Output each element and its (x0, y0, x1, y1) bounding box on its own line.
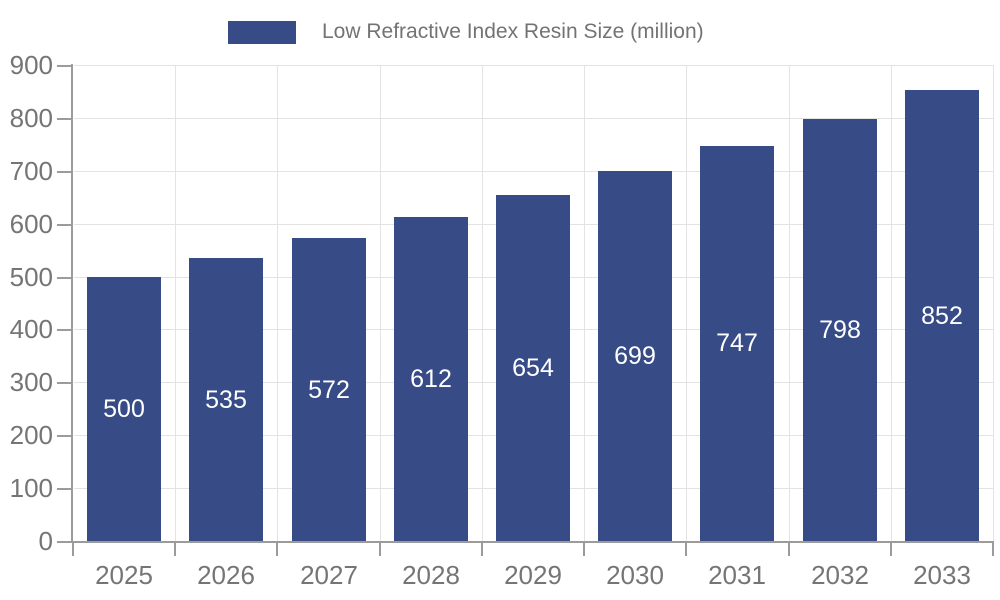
gridline-v (891, 65, 892, 541)
bar[interactable] (292, 238, 366, 541)
legend-swatch (228, 20, 296, 44)
x-tick-label: 2025 (95, 560, 153, 590)
gridline-v (789, 65, 790, 541)
bar-value-label: 654 (512, 354, 554, 382)
x-tick-label: 2029 (504, 560, 562, 590)
bar-value-label: 852 (921, 302, 963, 330)
bar-value-label: 572 (308, 376, 350, 404)
y-tick-label: 100 (9, 473, 53, 503)
bar-value-label: 747 (716, 329, 758, 357)
bar[interactable] (598, 171, 672, 541)
y-tick (57, 118, 71, 120)
y-tick-label: 900 (9, 50, 53, 80)
y-tick-label: 700 (9, 156, 53, 186)
legend[interactable]: Low Refractive Index Resin Size (million… (228, 20, 704, 44)
x-tick (174, 543, 176, 556)
y-tick (57, 382, 71, 384)
y-tick (57, 541, 71, 543)
y-tick-label: 400 (9, 314, 53, 344)
x-tick (583, 543, 585, 556)
gridline-h (74, 118, 993, 119)
x-tick (890, 543, 892, 556)
bar-value-label: 699 (614, 342, 656, 370)
gridline-v (686, 65, 687, 541)
bar[interactable] (189, 258, 263, 541)
bar-value-label: 798 (819, 316, 861, 344)
y-tick-label: 500 (9, 262, 53, 292)
y-tick-label: 600 (9, 209, 53, 239)
x-tick (379, 543, 381, 556)
bar[interactable] (87, 277, 161, 541)
y-tick (57, 435, 71, 437)
y-tick (57, 171, 71, 173)
y-tick (57, 488, 71, 490)
gridline-h (74, 65, 993, 66)
gridline-v (584, 65, 585, 541)
legend-label: Low Refractive Index Resin Size (million… (322, 20, 704, 43)
x-axis-line (71, 541, 994, 543)
x-tick (788, 543, 790, 556)
y-tick-label: 0 (38, 526, 53, 556)
y-tick-label: 200 (9, 420, 53, 450)
x-tick (481, 543, 483, 556)
y-tick (57, 329, 71, 331)
bar[interactable] (700, 146, 774, 541)
x-tick-label: 2026 (197, 560, 255, 590)
bar-value-label: 612 (410, 365, 452, 393)
x-tick (992, 543, 994, 556)
x-tick-label: 2033 (913, 560, 971, 590)
y-tick (57, 277, 71, 279)
y-tick (57, 65, 71, 67)
bar[interactable] (496, 195, 570, 541)
gridline-v (380, 65, 381, 541)
gridline-v (482, 65, 483, 541)
x-tick (685, 543, 687, 556)
gridline-v (993, 65, 994, 541)
x-tick (72, 543, 74, 556)
bar[interactable] (803, 119, 877, 541)
x-tick-label: 2031 (708, 560, 766, 590)
y-tick-label: 300 (9, 367, 53, 397)
x-tick-label: 2032 (811, 560, 869, 590)
y-tick (57, 224, 71, 226)
gridline-h (74, 171, 993, 172)
y-axis-line (71, 64, 73, 542)
bar[interactable] (394, 217, 468, 541)
gridline-v (175, 65, 176, 541)
x-tick-label: 2030 (606, 560, 664, 590)
x-tick (276, 543, 278, 556)
bar-value-label: 535 (205, 386, 247, 414)
bar-value-label: 500 (103, 395, 145, 423)
bar[interactable] (905, 90, 979, 541)
y-tick-label: 800 (9, 103, 53, 133)
x-tick-label: 2028 (402, 560, 460, 590)
x-tick-label: 2027 (300, 560, 358, 590)
gridline-v (277, 65, 278, 541)
